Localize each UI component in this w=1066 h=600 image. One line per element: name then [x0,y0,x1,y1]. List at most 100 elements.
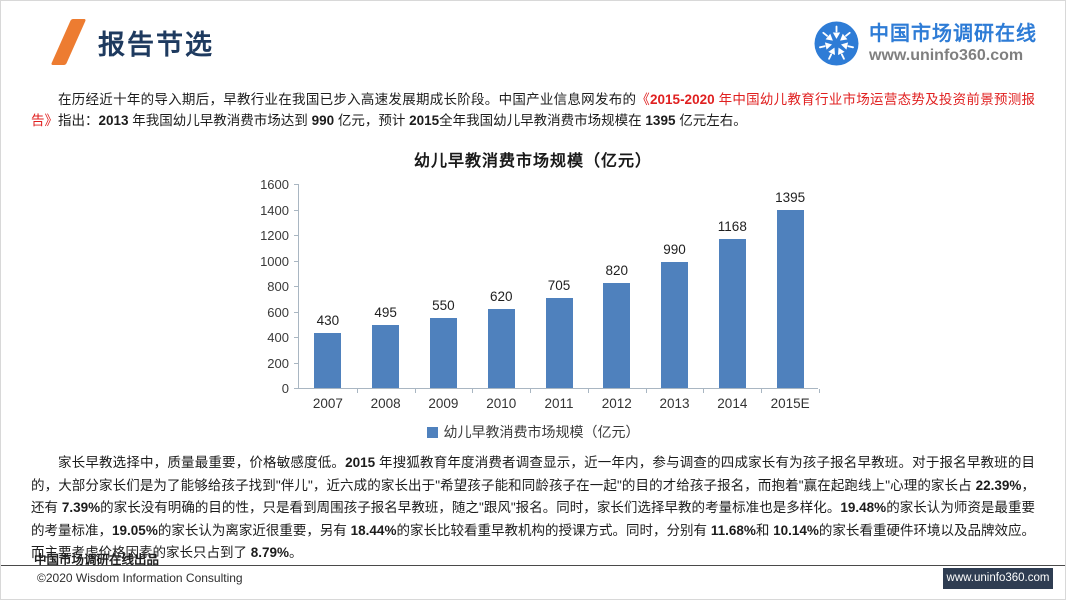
x-axis-label: 2015E [770,396,810,411]
text-segment: 。 [289,545,303,560]
legend-label: 幼儿早教消费市场规模（亿元） [443,424,640,440]
y-axis-label: 1600 [260,177,289,192]
text-segment: 全年我国幼儿早教消费市场规模在 [439,113,646,128]
bar-value-label: 990 [663,242,686,257]
footer-copyright: ©2020 Wisdom Information Consulting [37,571,243,585]
text-segment: 990 [311,113,335,128]
logo-text: 中国市场调研在线 www.uninfo360.com [869,22,1037,66]
bar-value-label: 820 [605,263,629,278]
intro-paragraph: 在历经近十年的导入期后，早教行业在我国已步入高速发展期成长阶段。中国产业信息网发… [31,1,1035,131]
x-axis-label: 2013 [659,396,690,411]
y-axis-tick [294,184,299,185]
chart-bar [776,210,804,388]
footer-divider [1,565,1065,566]
x-axis-label: 2008 [370,396,401,411]
text-segment: 指出： [58,113,99,128]
y-axis-label: 1400 [260,202,289,218]
analysis-paragraph: 家长早教选择中，质量最重要，价格敏感度低。2015 年搜狐教育年度消费者调查显示… [31,452,1035,565]
text-segment: 2015-2020 [650,92,715,107]
y-axis-tick [294,388,299,389]
chart-bar [603,283,631,388]
y-axis-tick [294,362,299,364]
bar-value-label: 1395 [775,190,806,205]
y-axis-tick [294,337,299,338]
footer-produced-by: 中国市场调研在线出品 [34,553,160,567]
x-axis-tick [587,389,589,393]
market-size-chart: 幼儿早教消费市场规模（亿元） 0 200 400 600 800 1000 1200 1400… [1,147,1065,442]
y-axis-label: 1000 [260,253,289,269]
text-segment: 的家长认为师资是最重要的考量标准， [31,500,1035,538]
x-axis-tick [761,389,763,393]
section-title-block: 报告节选 [50,19,214,65]
compass-arrows-logo-icon [814,21,859,66]
chart-bar [372,325,400,388]
text-segment: 2013 [98,113,129,128]
chart-bar [718,239,746,388]
x-axis-label: 2010 [486,396,517,411]
text-segment: 1395 [645,113,676,128]
chart-plot-wrap: 0 200 400 600 800 1000 1200 1400 1600 430 2007 495 2… [248,177,820,411]
logo-name: 中国市场调研在线 [869,22,1037,45]
y-axis-label: 0 [281,381,289,396]
text-segment: 7.39% [61,500,101,515]
text-segment: 18.44% [350,522,397,538]
y-axis-label: 800 [267,279,289,294]
x-axis-tick [530,389,532,393]
x-axis-tick [645,389,647,393]
text-segment: 2015 [409,113,440,128]
footer-url-badge[interactable]: www.uninfo360.com [943,568,1053,589]
header: 报告节选 [1,1,1065,81]
text-segment: 19.05% [112,522,158,538]
legend-swatch-icon [426,426,438,438]
text-segment: 2015 [345,455,376,470]
text-segment: 在历经近十年的导入期后，早教行业在我国已步入高速发展期成长阶段。中国产业信息网发… [58,92,637,107]
y-axis-label: 1200 [260,228,289,243]
x-axis-tick [819,389,820,393]
chart-bar [487,309,515,388]
chart-legend: 幼儿早教消费市场规模（亿元） [426,422,640,442]
text-segment: 8.79% [250,545,290,560]
chart-bar [429,318,457,388]
text-segment: 的家长没有明确的目的性，只是看到周围孩子报名早教班，随之"跟风"报名。同时，家长… [100,500,841,515]
text-segment: 11.68% [710,522,756,538]
text-segment: 年中国幼儿教育行业市场运营态势及投资前景预测报告》 [31,92,1036,128]
text-segment: 10.14% [773,522,819,538]
slash-accent-icon [50,19,87,65]
y-axis-label: 200 [267,355,289,371]
chart-plot: 0 200 400 600 800 1000 1200 1400 1600 430 2007 495 2… [260,177,820,411]
x-axis-tick [356,389,358,393]
bar-value-label: 430 [316,313,340,328]
logo-url[interactable]: www.uninfo360.com [869,46,1024,64]
text-segment: 亿元左右。 [675,113,747,128]
bar-value-label: 550 [432,298,455,313]
text-segment: 家长早教选择中，质量最重要，价格敏感度低。 [58,455,346,470]
bar-value-label: 705 [547,278,571,293]
chart-bar [314,333,342,388]
y-axis-tick [294,235,299,236]
text-segment: 的家长看重硬件环境以及品牌效应。而主要考虑价格因素的家长只占到了 [31,522,1035,561]
x-axis-label: 2011 [544,396,574,411]
text-segment: 年我国幼儿早教消费市场达到 [128,113,312,128]
y-axis-tick [294,260,299,262]
text-segment: 的家长比较看重早教机构的授课方式。同时，分别有 [396,522,711,538]
x-axis-label: 2014 [717,396,748,411]
x-axis-label: 2007 [312,396,343,411]
y-axis-label: 600 [267,304,289,320]
y-axis-tick [294,209,299,211]
x-axis-tick [472,389,474,393]
x-axis-label: 2012 [601,396,632,411]
chart-title: 幼儿早教消费市场规模（亿元） [413,153,652,170]
text-segment: 亿元，预计 [334,113,410,128]
y-axis-tick [294,311,299,313]
text-segment: 的家长认为离家近很重要，另有 [157,522,351,538]
brand-logo[interactable]: 中国市场调研在线 www.uninfo360.com [814,21,1037,66]
bar-value-label: 620 [489,289,513,304]
text-segment: ，还有 [31,477,1035,516]
text-segment: 《 [636,92,651,107]
chart-bar [545,298,573,388]
x-axis-tick [703,389,705,393]
x-axis-tick [414,389,416,393]
chart-bar [661,262,689,388]
x-axis-label: 2009 [428,396,459,411]
